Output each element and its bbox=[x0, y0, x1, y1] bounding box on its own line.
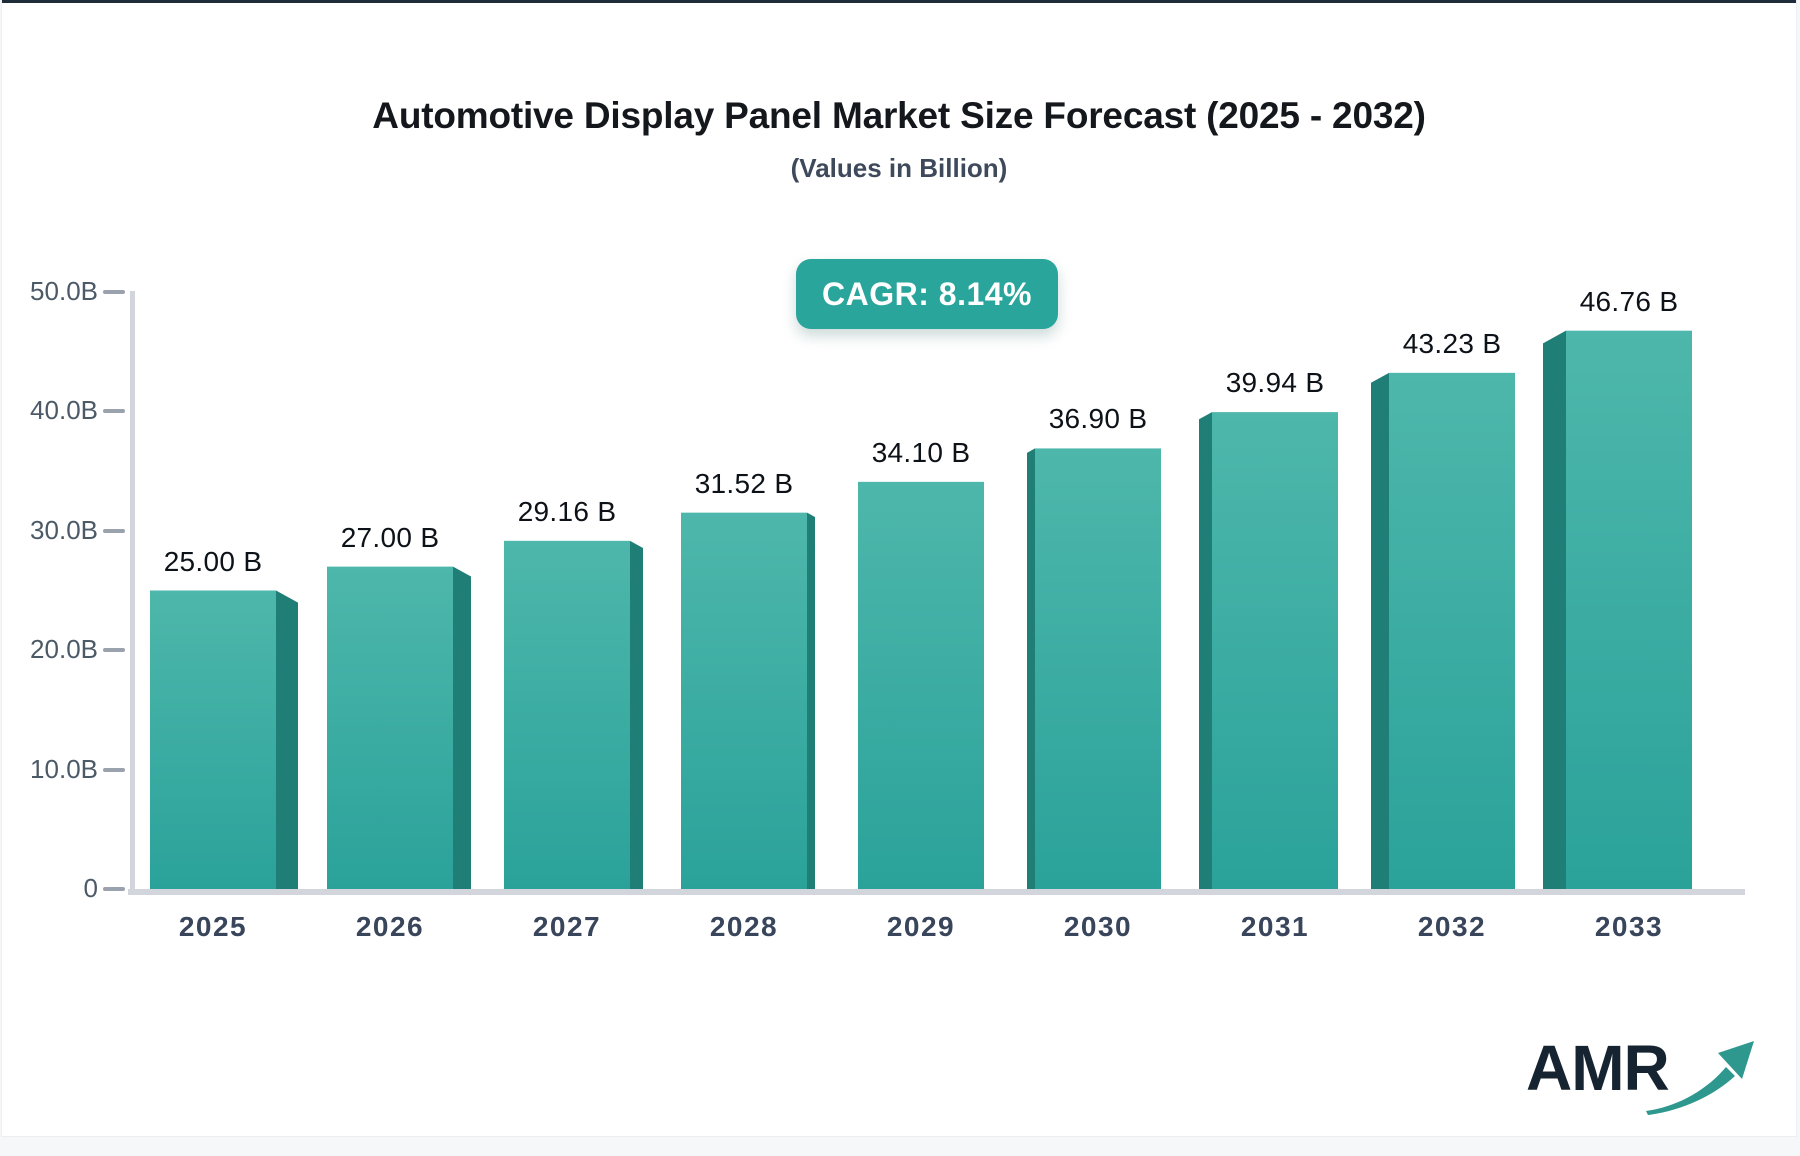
y-tick-dash bbox=[103, 648, 125, 653]
bar-2027 bbox=[504, 540, 630, 889]
bar-value-label: 25.00 B bbox=[163, 545, 263, 577]
bar-2026 bbox=[327, 566, 453, 889]
y-tick-label: 50.0B bbox=[30, 276, 98, 306]
bar-side-face bbox=[1371, 372, 1389, 889]
chart-card: Automotive Display Panel Market Size For… bbox=[2, 0, 1796, 1136]
chart-title: Automotive Display Panel Market Size For… bbox=[372, 95, 1426, 136]
bar-side-face bbox=[630, 540, 643, 889]
bar-2028 bbox=[681, 512, 807, 889]
y-tick-dash bbox=[103, 528, 125, 533]
x-tick-label: 2026 bbox=[355, 911, 425, 942]
y-tick-dash bbox=[103, 887, 125, 891]
bar-side-face bbox=[1543, 330, 1566, 889]
bar-2033 bbox=[1566, 330, 1692, 889]
bar-value-label: 27.00 B bbox=[340, 521, 440, 553]
growth-arrow-icon bbox=[1646, 1041, 1754, 1115]
bar-side-face bbox=[807, 512, 815, 889]
y-tick-label: 20.0B bbox=[30, 634, 98, 665]
x-tick-label: 2031 bbox=[1240, 911, 1310, 942]
bar-2025 bbox=[150, 590, 276, 889]
x-tick-label: 2029 bbox=[886, 911, 956, 942]
chart-subtitle: (Values in Billion) bbox=[790, 153, 1008, 183]
y-tick-label: 0 bbox=[83, 873, 98, 903]
bar-2030 bbox=[1035, 448, 1161, 889]
bar-value-label: 39.94 B bbox=[1225, 367, 1325, 399]
y-tick-dash bbox=[103, 767, 125, 772]
bar-2032 bbox=[1389, 372, 1515, 889]
x-tick-label: 2030 bbox=[1063, 911, 1133, 942]
bar-2029 bbox=[858, 481, 984, 889]
bar-value-label: 43.23 B bbox=[1402, 327, 1502, 359]
bar-side-face bbox=[1027, 448, 1035, 889]
y-tick-label: 40.0B bbox=[30, 395, 98, 426]
y-axis-line bbox=[130, 291, 135, 889]
cagr-badge: CAGR: 8.14% bbox=[796, 259, 1058, 329]
y-tick-dash bbox=[103, 409, 125, 414]
amr-logo: AMR bbox=[1526, 1033, 1776, 1123]
bar-value-label: 34.10 B bbox=[871, 436, 971, 468]
x-tick-label: 2027 bbox=[532, 911, 602, 942]
y-tick-label: 10.0B bbox=[30, 753, 98, 784]
bar-value-label: 46.76 B bbox=[1579, 285, 1679, 317]
bar-side-face bbox=[276, 590, 298, 889]
x-axis-line bbox=[128, 889, 1745, 895]
x-tick-label: 2033 bbox=[1594, 911, 1664, 942]
bar-side-face bbox=[453, 566, 471, 889]
bars-layer bbox=[150, 330, 1692, 889]
x-tick-label: 2032 bbox=[1417, 911, 1487, 942]
y-tick-dash bbox=[103, 290, 125, 294]
x-tick-label: 2025 bbox=[178, 911, 248, 942]
amr-logo-text: AMR bbox=[1526, 1032, 1670, 1104]
plot-area: 50.0B 40.0B 30.0B 20.0B 10.0B 0 25.00 B 2025 27.… bbox=[2, 3, 1796, 1136]
x-tick-label: 2028 bbox=[709, 911, 779, 942]
bar-value-label: 29.16 B bbox=[517, 495, 617, 527]
bar-side-face bbox=[1199, 412, 1212, 889]
bar-value-label: 31.52 B bbox=[694, 467, 794, 499]
bar-value-label: 36.90 B bbox=[1048, 403, 1148, 435]
y-tick-label: 30.0B bbox=[30, 514, 98, 545]
cagr-badge-label: CAGR: 8.14% bbox=[822, 275, 1032, 312]
bar-2031 bbox=[1212, 412, 1338, 889]
